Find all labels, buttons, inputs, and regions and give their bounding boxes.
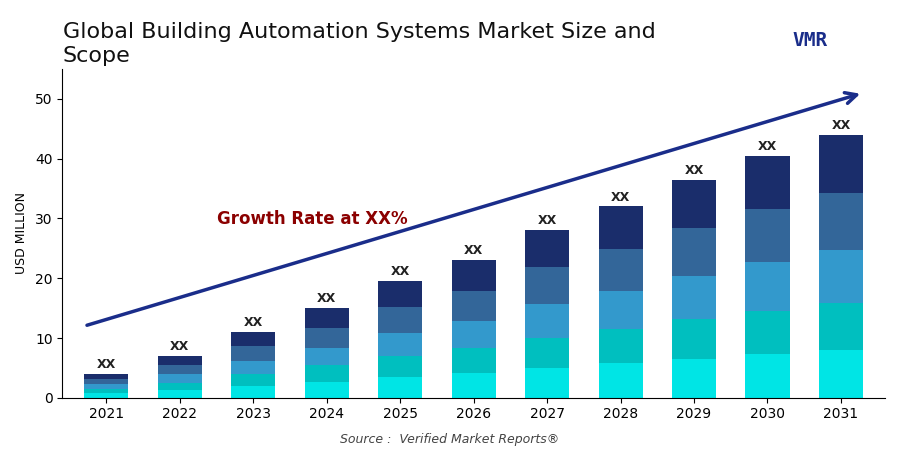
Bar [85, 389, 129, 393]
Bar [305, 382, 349, 398]
Bar [672, 319, 716, 359]
Bar [819, 193, 863, 251]
Text: XX: XX [170, 340, 189, 353]
Bar [525, 368, 569, 398]
Bar [305, 347, 349, 365]
Bar [452, 348, 496, 373]
Bar [745, 156, 789, 209]
Text: XX: XX [317, 292, 337, 305]
Text: XX: XX [758, 140, 777, 153]
Bar [452, 321, 496, 348]
Bar [819, 303, 863, 351]
Text: XX: XX [611, 190, 630, 203]
Bar [745, 354, 789, 398]
Bar [158, 390, 202, 398]
Text: XX: XX [391, 265, 410, 278]
Bar [158, 374, 202, 382]
Bar [378, 307, 422, 333]
Bar [525, 230, 569, 267]
Bar [231, 332, 275, 347]
Text: XX: XX [244, 316, 263, 329]
Text: XX: XX [684, 164, 704, 176]
Bar [525, 267, 569, 304]
Bar [598, 363, 643, 398]
Text: Source :  Verified Market Reports®: Source : Verified Market Reports® [340, 432, 560, 446]
Bar [158, 365, 202, 374]
Bar [158, 382, 202, 390]
Bar [85, 393, 129, 398]
Bar [819, 351, 863, 398]
Y-axis label: USD MILLION: USD MILLION [15, 193, 28, 274]
Bar [598, 207, 643, 248]
Bar [598, 329, 643, 363]
Bar [672, 275, 716, 319]
Bar [231, 346, 275, 361]
Bar [85, 374, 129, 379]
Bar [452, 291, 496, 321]
Bar [819, 251, 863, 303]
Text: XX: XX [537, 214, 557, 227]
Bar [745, 209, 789, 262]
Bar [452, 260, 496, 291]
Bar [305, 328, 349, 347]
Bar [525, 304, 569, 338]
Bar [525, 338, 569, 368]
Bar [231, 386, 275, 398]
Text: XX: XX [96, 358, 116, 371]
Text: XX: XX [832, 119, 850, 132]
Bar [745, 262, 789, 310]
Bar [231, 361, 275, 374]
Bar [598, 248, 643, 291]
Bar [672, 359, 716, 398]
Bar [378, 356, 422, 377]
Text: Growth Rate at XX%: Growth Rate at XX% [217, 211, 407, 229]
Text: XX: XX [464, 244, 483, 257]
Bar [378, 333, 422, 356]
Bar [85, 379, 129, 384]
Bar [672, 180, 716, 228]
Bar [672, 228, 716, 275]
Bar [158, 356, 202, 365]
Bar [745, 310, 789, 354]
Bar [452, 373, 496, 398]
Text: VMR: VMR [793, 32, 828, 50]
Bar [378, 377, 422, 398]
Bar [598, 291, 643, 329]
Bar [819, 135, 863, 193]
Text: Global Building Automation Systems Market Size and
Scope: Global Building Automation Systems Marke… [63, 22, 656, 66]
Bar [305, 365, 349, 382]
Bar [85, 384, 129, 389]
Bar [305, 308, 349, 328]
Bar [378, 281, 422, 307]
Bar [231, 374, 275, 386]
